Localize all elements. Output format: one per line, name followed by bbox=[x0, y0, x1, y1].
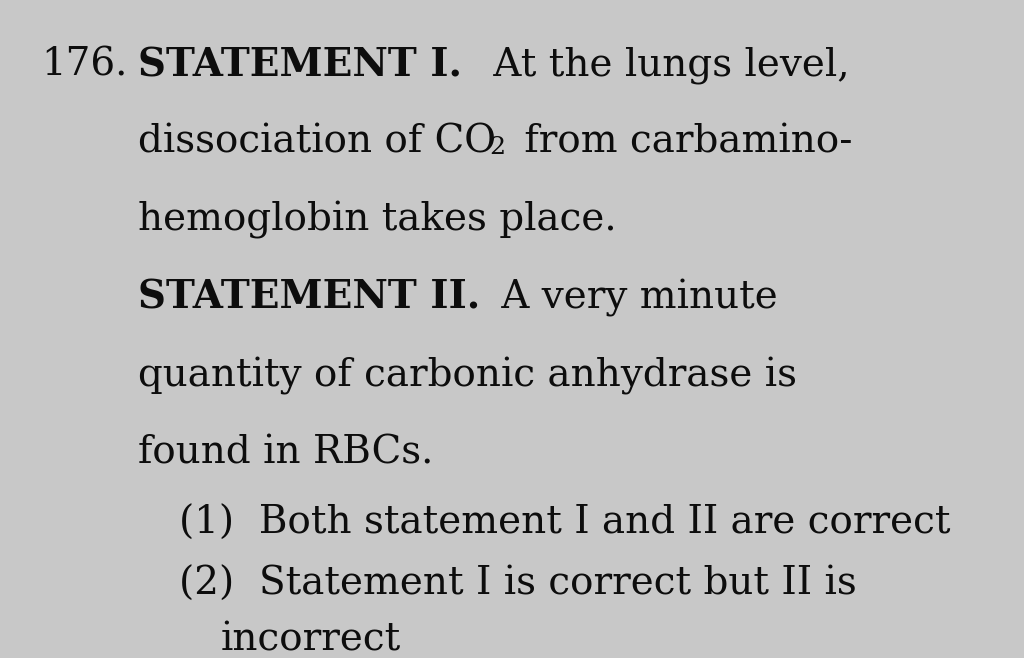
Text: A very minute: A very minute bbox=[489, 279, 778, 317]
Text: dissociation of CO: dissociation of CO bbox=[138, 124, 497, 161]
Text: 2: 2 bbox=[489, 136, 506, 159]
Text: incorrect: incorrect bbox=[220, 622, 400, 658]
Text: STATEMENT II.: STATEMENT II. bbox=[138, 279, 480, 317]
Text: At the lungs level,: At the lungs level, bbox=[481, 46, 850, 84]
Text: 176.: 176. bbox=[41, 46, 127, 83]
Text: from carbamino-: from carbamino- bbox=[512, 124, 853, 161]
Text: quantity of carbonic anhydrase is: quantity of carbonic anhydrase is bbox=[138, 357, 798, 395]
Text: hemoglobin takes place.: hemoglobin takes place. bbox=[138, 201, 616, 240]
Text: (1)  Both statement I and II are correct: (1) Both statement I and II are correct bbox=[179, 505, 950, 542]
Text: found in RBCs.: found in RBCs. bbox=[138, 434, 433, 471]
Text: STATEMENT I.: STATEMENT I. bbox=[138, 46, 462, 84]
Text: (2)  Statement I is correct but II is: (2) Statement I is correct but II is bbox=[179, 566, 857, 603]
